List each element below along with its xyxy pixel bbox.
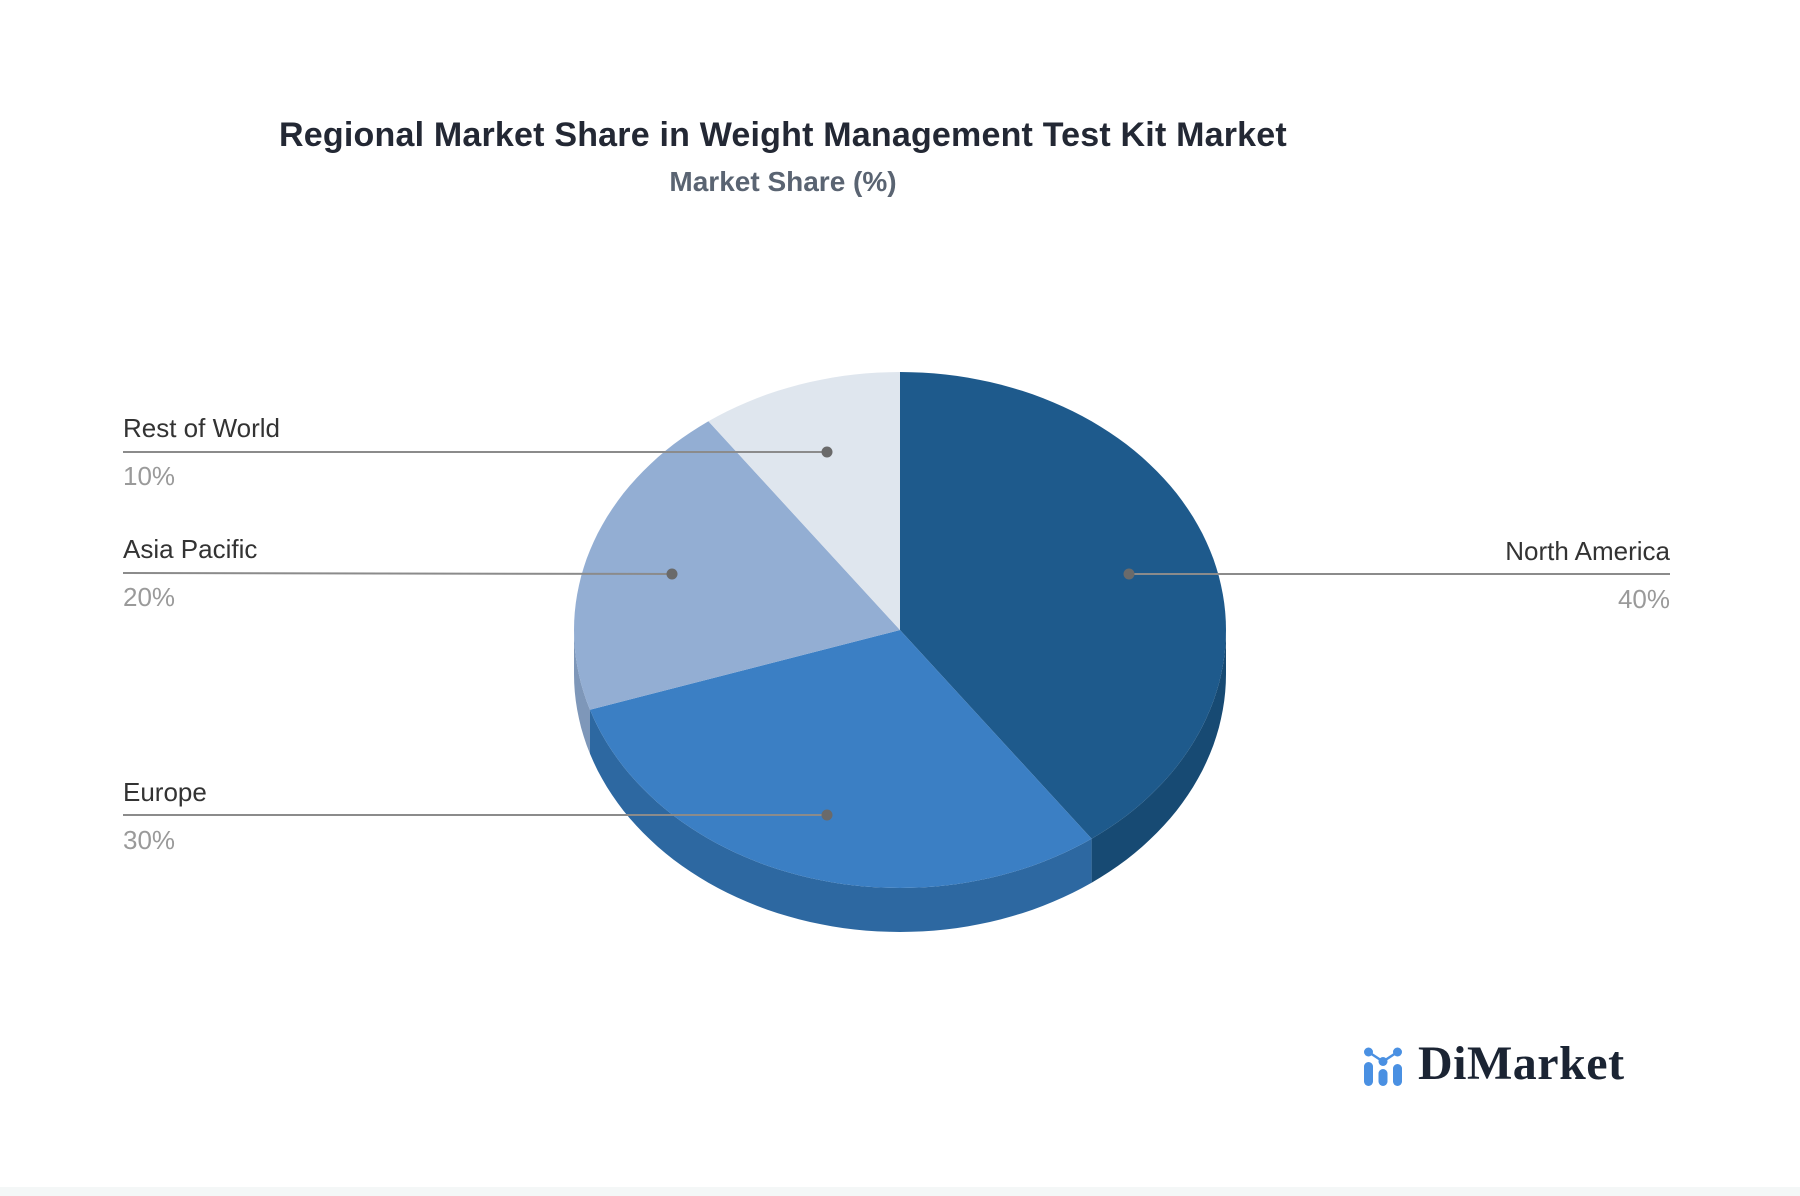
callout-rest-of-world: Rest of World 10% [123,413,280,491]
chart-subtitle: Market Share (%) [669,166,897,197]
slice-label: Europe [123,777,207,807]
slice-label: Asia Pacific [123,534,258,564]
bar-chart-icon [1364,1047,1402,1086]
slice-value: 10% [123,461,176,491]
slice-label: North America [1505,536,1670,566]
chart-title: Regional Market Share in Weight Manageme… [279,116,1287,154]
slice-label: Rest of World [123,413,281,443]
brand-logo: DiMarket [1362,1038,1625,1088]
slice-value: 30% [123,825,176,855]
callout-asia-pacific: Asia Pacific 20% [123,534,257,612]
bottom-strip [0,1187,1800,1196]
callout-north-america: North America 40% [1505,536,1670,614]
callout-europe: Europe 30% [123,777,207,855]
slice-value: 20% [123,582,176,612]
brand-name: DiMarket [1418,1037,1625,1090]
slice-value: 40% [1617,584,1670,614]
